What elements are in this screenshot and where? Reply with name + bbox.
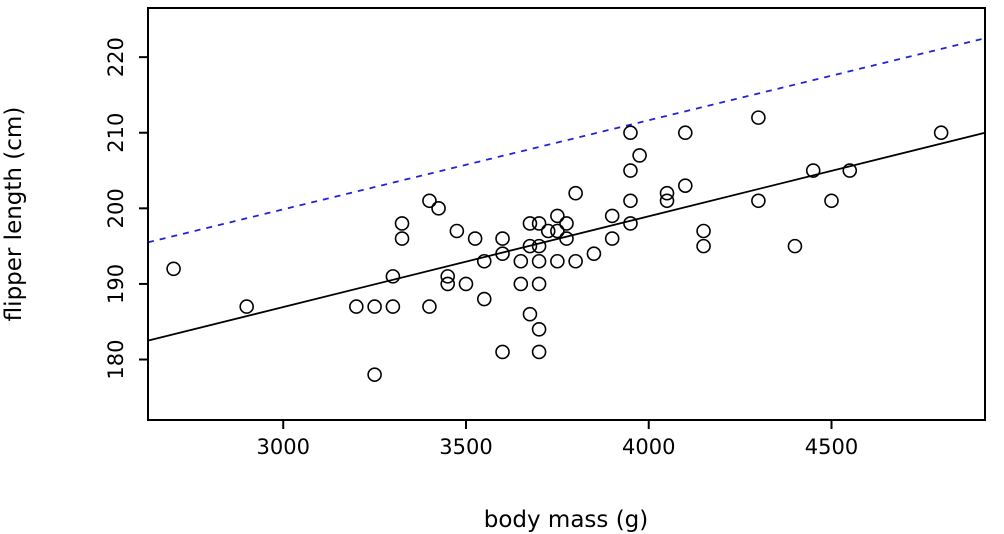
data-point bbox=[522, 238, 538, 254]
data-point bbox=[659, 193, 675, 209]
data-point bbox=[513, 253, 529, 269]
data-point bbox=[467, 231, 483, 246]
x-tick-label: 3500 bbox=[439, 435, 492, 459]
data-point bbox=[440, 269, 456, 284]
y-tick-label: 200 bbox=[104, 188, 128, 228]
data-point bbox=[394, 231, 410, 246]
data-point bbox=[431, 201, 446, 216]
regression-line bbox=[147, 131, 986, 342]
data-point bbox=[422, 299, 437, 314]
data-point bbox=[933, 125, 949, 141]
data-point bbox=[751, 110, 766, 125]
data-point bbox=[495, 246, 510, 261]
data-point bbox=[349, 299, 364, 314]
data-point bbox=[495, 344, 510, 360]
data-point bbox=[632, 148, 647, 163]
y-tick-label: 180 bbox=[104, 339, 128, 379]
data-point bbox=[696, 223, 711, 239]
upper-dashed-line bbox=[147, 37, 986, 244]
data-point bbox=[659, 185, 675, 201]
data-point bbox=[394, 216, 410, 231]
x-tick-label: 4500 bbox=[805, 435, 858, 459]
data-point bbox=[623, 163, 638, 178]
data-point bbox=[422, 193, 437, 209]
y-tick-label: 220 bbox=[104, 37, 128, 77]
data-point bbox=[495, 231, 510, 246]
data-point bbox=[623, 125, 638, 141]
data-point bbox=[239, 299, 254, 314]
data-point bbox=[449, 223, 465, 239]
data-point bbox=[677, 178, 693, 193]
data-point bbox=[385, 269, 401, 284]
data-point bbox=[367, 299, 382, 314]
data-point bbox=[559, 216, 574, 231]
data-point bbox=[842, 163, 858, 178]
data-point bbox=[522, 216, 538, 231]
data-point bbox=[522, 306, 538, 322]
data-point bbox=[166, 261, 181, 277]
data-point bbox=[677, 125, 693, 141]
data-point bbox=[531, 276, 547, 292]
data-point bbox=[385, 299, 401, 314]
data-point bbox=[696, 238, 711, 254]
y-tick-label: 190 bbox=[104, 264, 128, 304]
data-point bbox=[623, 216, 638, 231]
data-point bbox=[458, 276, 474, 292]
data-point bbox=[568, 185, 583, 201]
y-tick-label: 210 bbox=[104, 113, 128, 153]
data-point bbox=[559, 231, 574, 246]
data-point bbox=[550, 253, 565, 269]
data-point bbox=[476, 291, 492, 307]
y-axis-title: flipper length (cm) bbox=[1, 106, 27, 322]
plot-box bbox=[147, 7, 986, 421]
data-point bbox=[476, 253, 492, 269]
data-point bbox=[623, 193, 638, 209]
data-point bbox=[531, 216, 547, 231]
data-point bbox=[367, 367, 382, 382]
data-point bbox=[513, 276, 529, 292]
data-point bbox=[586, 246, 602, 261]
data-point bbox=[568, 253, 583, 269]
data-point bbox=[604, 208, 620, 224]
data-point bbox=[531, 238, 547, 254]
data-point bbox=[531, 253, 547, 269]
data-point bbox=[550, 223, 565, 239]
data-point bbox=[550, 208, 565, 224]
data-point bbox=[787, 238, 803, 254]
data-point bbox=[824, 193, 839, 209]
data-point bbox=[604, 231, 620, 246]
data-point bbox=[531, 321, 547, 337]
data-point bbox=[440, 276, 456, 292]
data-point bbox=[540, 223, 556, 239]
data-point bbox=[751, 193, 766, 209]
data-point bbox=[531, 344, 547, 360]
data-point bbox=[805, 163, 821, 178]
x-axis-title: body mass (g) bbox=[483, 507, 649, 533]
x-tick-label: 4000 bbox=[622, 435, 675, 459]
x-tick-label: 3000 bbox=[257, 435, 310, 459]
